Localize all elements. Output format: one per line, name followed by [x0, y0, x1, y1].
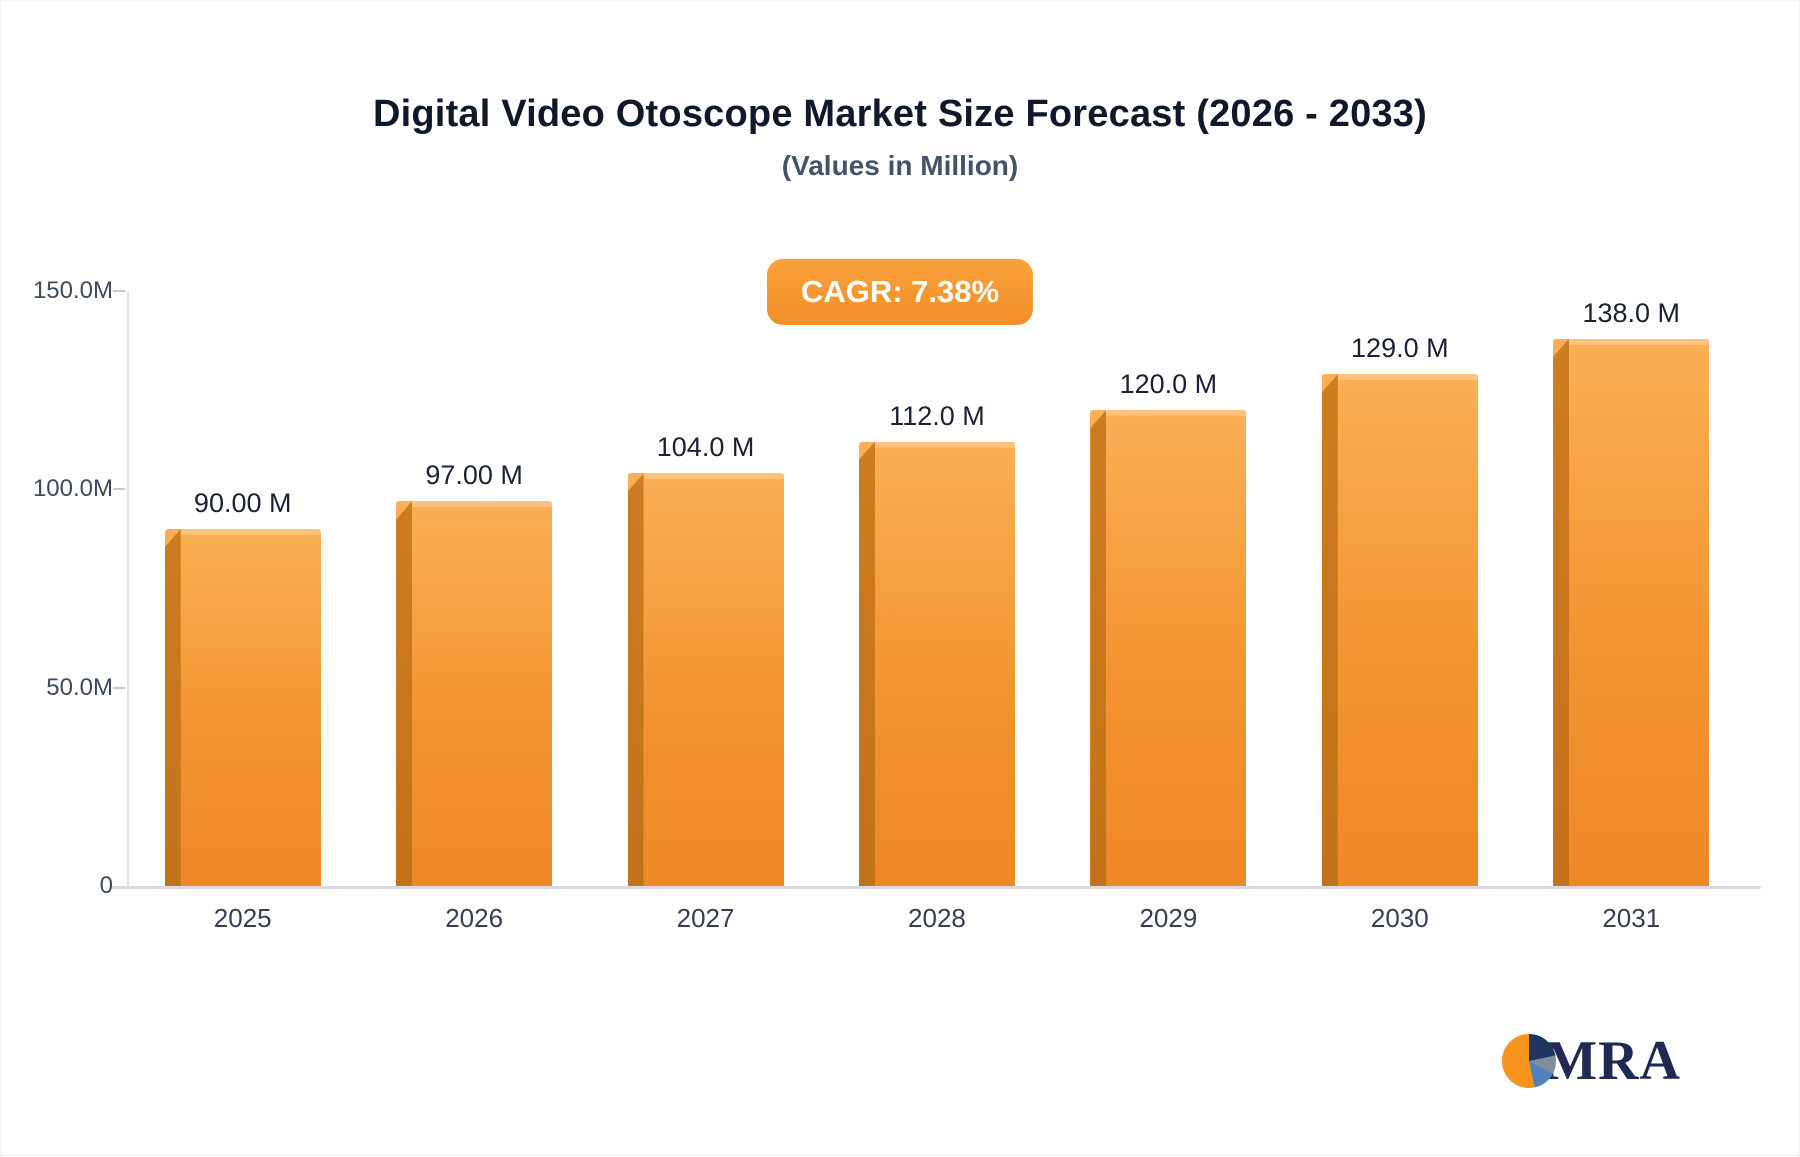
bar	[164, 529, 321, 886]
x-axis-line	[111, 886, 1761, 889]
x-tick-label: 2025	[213, 903, 272, 933]
bar-column: 138.0 M	[1516, 291, 1747, 886]
bar-column: 112.0 M	[821, 291, 1052, 886]
bar-value-label: 120.0 M	[1119, 369, 1218, 399]
bar	[1090, 410, 1247, 886]
y-tick-mark	[113, 488, 125, 491]
x-tick-label: 2027	[676, 903, 735, 933]
cagr-badge: CAGR: 7.38%	[766, 259, 1034, 325]
bar-value-label: 112.0 M	[889, 400, 985, 431]
bar	[858, 441, 1015, 886]
mra-logo: MRA	[1502, 1029, 1681, 1093]
y-tick-label: 50.0M	[46, 673, 113, 701]
bar-value-label: 97.00 M	[425, 460, 523, 491]
chart-subtitle: (Values in Million)	[781, 150, 1019, 181]
x-axis-labels: 2025 2026 2027 2028 2029 2030 2031	[127, 903, 1747, 934]
bar-value-label: 104.0 M	[656, 432, 755, 463]
x-tick-label: 2031	[1602, 903, 1661, 933]
mra-logo-text: MRA	[1544, 1030, 1681, 1092]
y-tick-label: 150.0M	[32, 277, 113, 304]
bar-column: 104.0 M	[590, 291, 821, 886]
y-tick-label: 100.0M	[32, 475, 113, 503]
x-tick-label: 2029	[1139, 903, 1198, 933]
y-axis-line	[127, 291, 129, 888]
bar-column: 129.0 M	[1284, 291, 1515, 886]
bar-column: 97.00 M	[358, 291, 589, 886]
chart-title: Digital Video Otoscope Market Size Forec…	[373, 93, 1427, 135]
x-tick-label: 2028	[908, 903, 966, 933]
chart-header: Digital Video Otoscope Market Size Forec…	[1, 93, 1799, 182]
y-tick-mark	[113, 290, 125, 292]
bar	[396, 501, 553, 886]
x-tick-label: 2026	[445, 903, 504, 933]
bar-column: 120.0 M	[1053, 291, 1284, 886]
y-tick-label: 0	[99, 872, 113, 899]
mra-logo-icon	[1502, 1034, 1557, 1088]
bar	[1321, 374, 1478, 886]
bar-value-label: 90.00 M	[193, 488, 292, 518]
bar	[627, 473, 784, 886]
x-tick-label: 2030	[1370, 903, 1429, 933]
bar	[1553, 338, 1710, 886]
bar-value-label: 138.0 M	[1582, 297, 1681, 328]
bar-value-label: 129.0 M	[1351, 333, 1449, 364]
bar-column: 90.00 M	[127, 291, 358, 886]
y-tick-mark	[113, 686, 125, 689]
bars-container: 90.00 M 97.00 M 104.0 M 112.0 M 120.0 M 129.0…	[127, 291, 1747, 886]
